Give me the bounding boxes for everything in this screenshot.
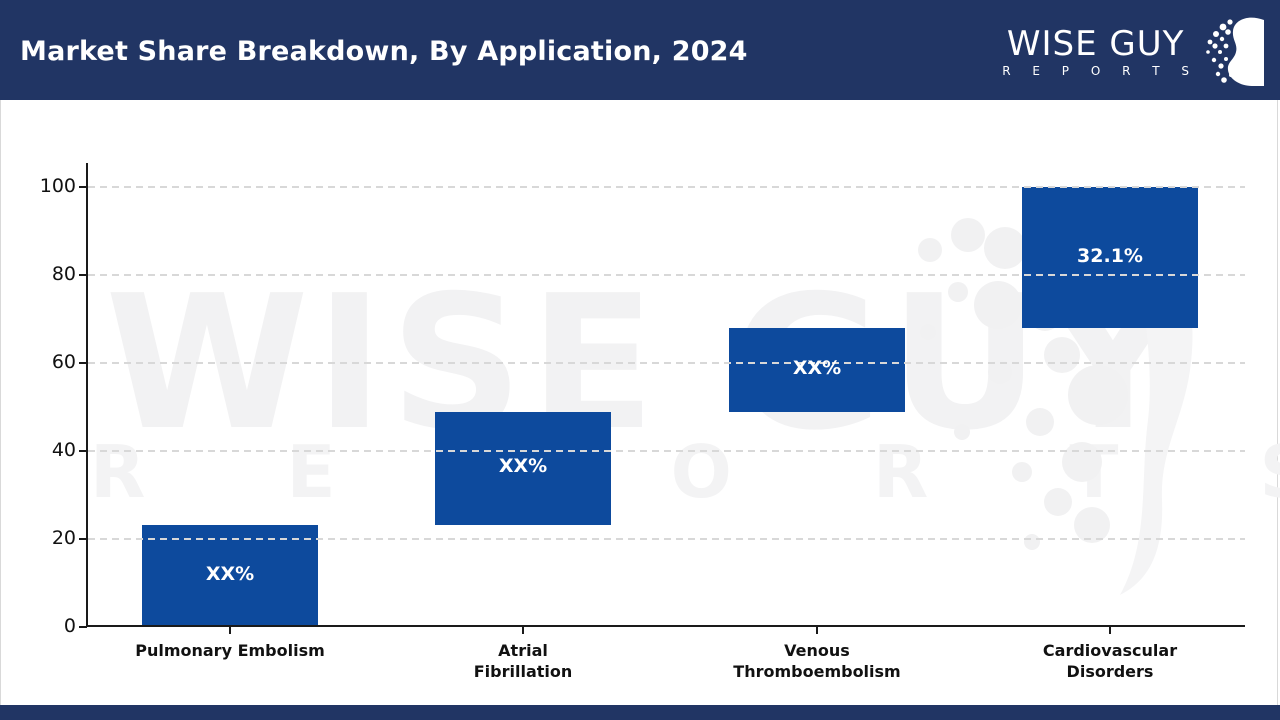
bar-value-label: XX% [205, 562, 255, 585]
y-tick-label: 100 [39, 175, 76, 197]
page-title: Market Share Breakdown, By Application, … [20, 36, 748, 67]
logo-head-profile-icon [1206, 17, 1264, 87]
y-axis-line [86, 163, 88, 627]
bar [142, 524, 318, 627]
bar [729, 328, 905, 412]
bar [1022, 187, 1198, 329]
gridline [88, 186, 1245, 188]
bar-value-label: 32.1% [1077, 244, 1143, 267]
y-tick-mark [79, 186, 87, 188]
y-tick-mark [79, 362, 87, 364]
x-category-label: Atrial Fibrillation [473, 641, 573, 681]
gridline [88, 362, 1245, 364]
x-tick-mark [1109, 627, 1111, 634]
x-axis-line [88, 625, 1245, 627]
y-tick-label: 80 [51, 263, 76, 285]
y-tick-mark [79, 626, 87, 628]
x-category-label: Venous Thromboembolism [733, 641, 901, 681]
wise-guy-reports-logo: WISE GUY R E P O R T S [993, 12, 1264, 92]
y-tick-label: 0 [63, 615, 76, 637]
bar-value-label: XX% [498, 455, 548, 478]
gridline [88, 274, 1245, 276]
x-category-label: Cardiovascular Disorders [1042, 641, 1178, 681]
logo-text: WISE GUY R E P O R T S [993, 26, 1198, 78]
x-category-label: Pulmonary Embolism [135, 641, 325, 660]
footer-band [0, 705, 1280, 720]
logo-subtext: R E P O R T S [1002, 64, 1198, 78]
logo-wordmark: WISE GUY [1006, 24, 1185, 64]
gridline [88, 450, 1245, 452]
x-tick-mark [229, 627, 231, 634]
y-tick-label: 60 [51, 351, 76, 373]
y-tick-label: 40 [51, 439, 76, 461]
bar-value-label: XX% [792, 357, 842, 380]
y-tick-mark [79, 274, 87, 276]
x-tick-mark [522, 627, 524, 634]
y-tick-mark [79, 450, 87, 452]
header-band: Market Share Breakdown, By Application, … [0, 0, 1280, 100]
y-tick-mark [79, 538, 87, 540]
y-tick-label: 20 [51, 527, 76, 549]
gridline [88, 538, 1245, 540]
bar [435, 411, 611, 525]
x-tick-mark [816, 627, 818, 634]
